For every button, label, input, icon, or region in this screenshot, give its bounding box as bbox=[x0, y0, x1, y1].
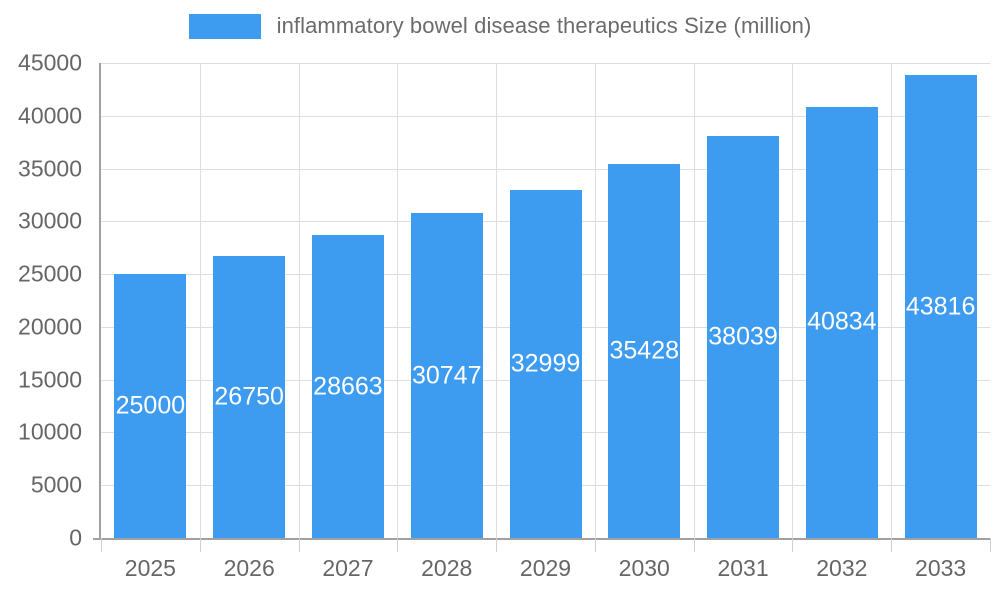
gridline-vertical bbox=[200, 63, 201, 538]
y-axis-tick-label: 35000 bbox=[18, 155, 82, 182]
y-axis-tick-label: 15000 bbox=[18, 366, 82, 393]
x-axis-tick-label: 2027 bbox=[322, 555, 374, 581]
x-axis-tick-mark bbox=[792, 538, 793, 552]
gridline-vertical bbox=[891, 63, 892, 538]
x-axis-tick-label: 2030 bbox=[618, 555, 670, 581]
gridline-vertical bbox=[397, 63, 398, 538]
bar-2029[interactable] bbox=[509, 189, 582, 538]
x-axis-line bbox=[93, 538, 991, 540]
gridline-horizontal bbox=[101, 63, 990, 64]
x-axis-tick-label: 2028 bbox=[421, 555, 473, 581]
x-axis-tick-mark bbox=[694, 538, 695, 552]
y-axis-tick-label: 45000 bbox=[18, 49, 82, 76]
x-axis-tick-mark bbox=[101, 538, 102, 552]
x-axis-tick-label: 2029 bbox=[519, 555, 572, 581]
x-axis-tick-mark bbox=[496, 538, 497, 552]
bar-2027[interactable] bbox=[311, 235, 384, 538]
bar-2025[interactable] bbox=[114, 274, 187, 538]
chart-legend: inflammatory bowel disease therapeutics … bbox=[0, 0, 1000, 52]
x-axis-tick-label: 2026 bbox=[223, 555, 275, 581]
x-axis-tick-mark bbox=[200, 538, 201, 552]
gridline-vertical bbox=[496, 63, 497, 538]
x-axis-tick-mark bbox=[990, 538, 991, 552]
y-axis-tick-label: 5000 bbox=[30, 471, 82, 498]
y-axis-tick-label: 40000 bbox=[18, 102, 82, 129]
y-axis-tick-label: 10000 bbox=[18, 418, 82, 445]
x-axis-tick-label: 2032 bbox=[816, 555, 868, 581]
gridline-horizontal bbox=[101, 115, 990, 117]
gridline-vertical bbox=[792, 63, 793, 538]
x-axis-tick-label: 2031 bbox=[717, 555, 769, 581]
y-axis-tick-label: 20000 bbox=[18, 313, 82, 340]
gridline-horizontal bbox=[101, 168, 990, 170]
bar-2032[interactable] bbox=[805, 106, 878, 538]
gridline-vertical bbox=[694, 63, 695, 538]
y-axis-line bbox=[99, 63, 101, 539]
legend-entry-series-1[interactable]: inflammatory bowel disease therapeutics … bbox=[188, 13, 812, 39]
x-axis-tick-mark bbox=[397, 538, 398, 552]
x-axis-tick-label: 2025 bbox=[124, 555, 176, 581]
x-axis-tick-mark bbox=[299, 538, 300, 552]
gridline-vertical bbox=[595, 63, 596, 538]
bar-2028[interactable] bbox=[410, 213, 483, 538]
plot-area: 0 5000 10000 15000 20000 25000 30000 35000 40000… bbox=[18, 50, 991, 581]
bar-2026[interactable] bbox=[213, 255, 286, 538]
gridline-vertical bbox=[299, 63, 300, 538]
legend-label-series-1: inflammatory bowel disease therapeutics … bbox=[276, 13, 812, 38]
y-axis-tick-label: 0 bbox=[69, 524, 82, 551]
legend-swatch-series-1 bbox=[188, 13, 261, 39]
x-axis-tick-label: 2033 bbox=[915, 555, 967, 581]
bar-2031[interactable] bbox=[707, 136, 780, 538]
x-axis-tick-mark bbox=[891, 538, 892, 552]
y-axis-tick-label: 30000 bbox=[18, 207, 82, 234]
bar-2033[interactable] bbox=[904, 75, 977, 538]
y-axis-tick-label: 25000 bbox=[18, 260, 82, 287]
x-axis-tick-mark bbox=[595, 538, 596, 552]
bar-2030[interactable] bbox=[608, 164, 681, 538]
